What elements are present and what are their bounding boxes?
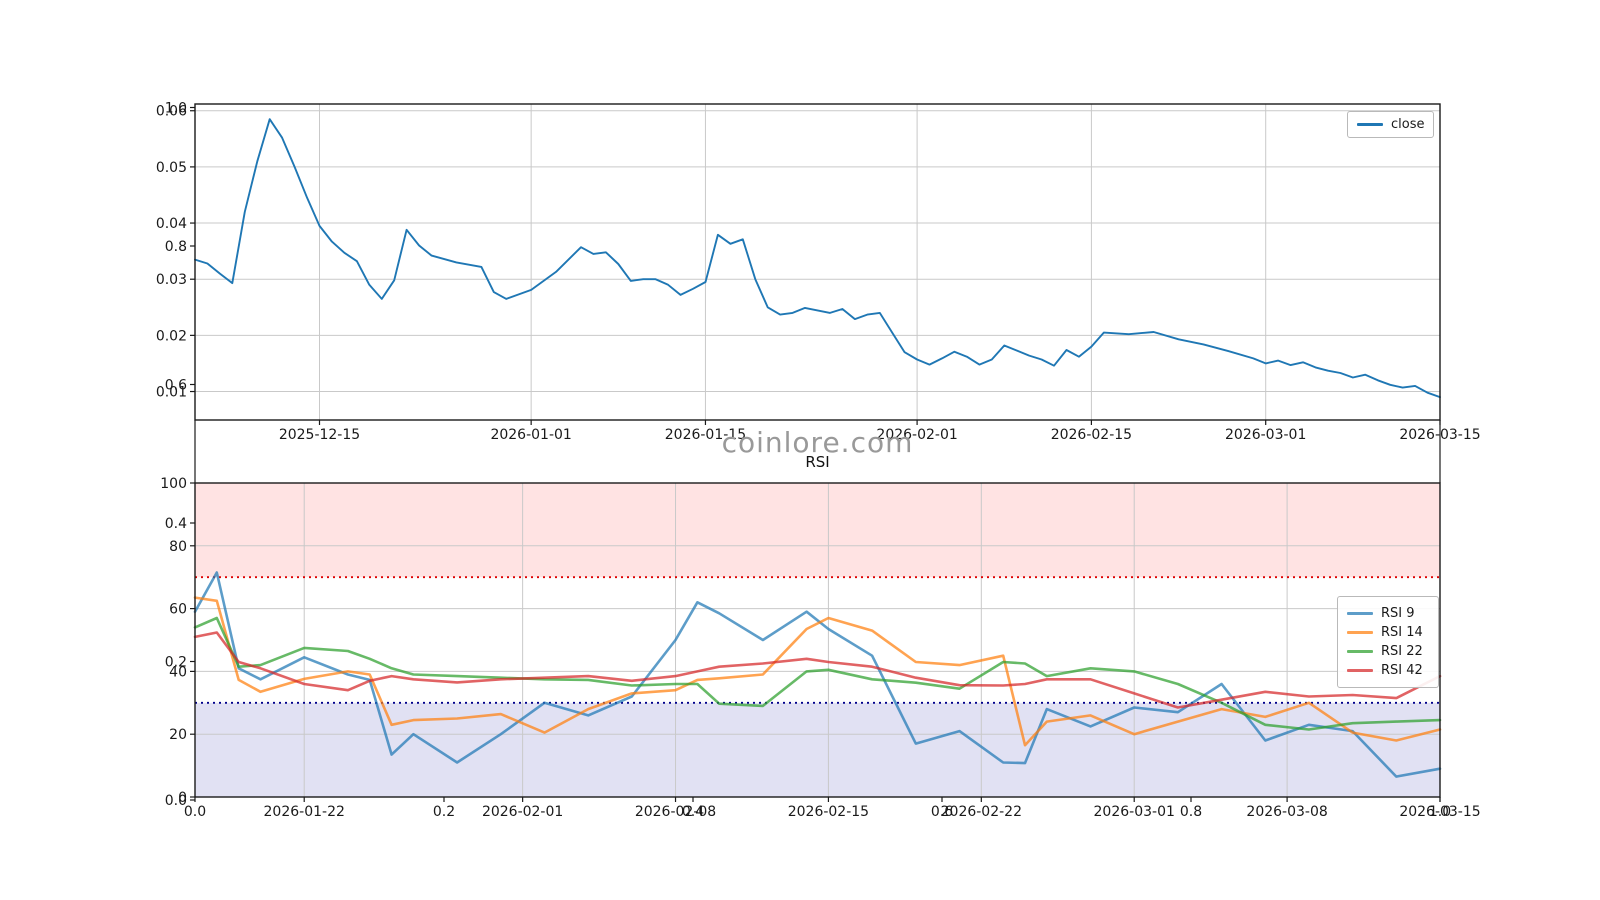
price-ytick-label: 0.04 [156,216,187,232]
overlay-xtick-label: 0.0 [184,804,206,820]
price-axes-frame [194,103,1441,421]
rsi42-series-swatch [1347,669,1373,672]
overlay-ytick-label: 0.2 [165,655,187,671]
rsi22-series-swatch [1347,650,1373,653]
rsi-xtick-label: 2026-03-01 [1094,804,1175,820]
rsi-ytick-label: 0 [178,790,187,806]
rsi-axes-frame [194,482,1441,798]
rsi-xtick-label: 2026-02-22 [941,804,1022,820]
close-line [194,118,1441,399]
price-xtick-label: 2026-02-01 [876,427,957,443]
rsi9-legend-item: RSI 9 [1347,604,1438,623]
overlay-ytick-label: 0.0 [165,793,187,809]
price-xtick-label: 2026-02-15 [1051,427,1132,443]
overbought-band [195,483,1440,578]
rsi-legend: RSI 9 RSI 14 RSI 22 RSI 42 [1337,596,1439,688]
price-xtick-label: 2026-01-15 [665,427,746,443]
rsi22-legend-label: RSI 22 [1381,644,1423,659]
rsi-xtick-label: 2026-01-22 [264,804,345,820]
oversold-band [195,702,1440,797]
rsi-ytick-label: 100 [160,476,187,492]
rsi-xtick-label: 2026-02-15 [788,804,869,820]
overlay-xtick-label: 1.0 [1429,804,1451,820]
rsi-line-rsi9 [193,571,1442,778]
rsi14-legend-item: RSI 14 [1347,623,1438,642]
rsi42-legend-label: RSI 42 [1381,663,1423,678]
overlay-xtick-label: 0.2 [433,804,455,820]
rsi-ytick-label: 80 [169,539,187,555]
rsi9-legend-label: RSI 9 [1381,606,1415,621]
close-legend-label: close [1391,117,1425,132]
price-ytick-label: 0.02 [156,328,187,344]
price-xtick-label: 2025-12-15 [279,427,360,443]
rsi42-legend-item: RSI 42 [1347,661,1438,680]
price-ytick-label: 0.03 [156,272,187,288]
overlay-xtick-label: 0.4 [682,804,704,820]
overlay-ytick-label: 0.4 [165,516,187,532]
price-ytick-label: 0.01 [156,385,187,401]
overlay-xtick-label: 0.6 [931,804,953,820]
rsi-xtick-label: 2026-02-08 [635,804,716,820]
rsi-ytick-label: 40 [169,664,187,680]
watermark: coinlore.com [721,426,914,459]
rsi-xtick-label: 2026-03-15 [1399,804,1480,820]
rsi-line-rsi42 [193,631,1442,709]
close-series-swatch [1357,123,1383,126]
price-legend: close [1347,111,1434,138]
rsi-xtick-label: 2026-02-01 [482,804,563,820]
overlay-ytick-label: 0.8 [165,239,187,255]
rsi9-series-swatch [1347,612,1373,615]
rsi-chart-title: RSI [805,453,830,471]
rsi14-legend-label: RSI 14 [1381,625,1423,640]
overlay-xtick-label: 0.8 [1180,804,1202,820]
price-xtick-label: 2026-01-01 [490,427,571,443]
price-xtick-label: 2026-03-01 [1225,427,1306,443]
rsi14-series-swatch [1347,631,1373,634]
rsi-ytick-label: 60 [169,602,187,618]
overlay-ytick-label: 1.0 [165,101,187,117]
price-ytick-label: 0.06 [156,104,187,120]
rsi-xtick-label: 2026-03-08 [1246,804,1327,820]
rsi-ytick-label: 20 [169,727,187,743]
rsi22-legend-item: RSI 22 [1347,642,1438,661]
price-ytick-label: 0.05 [156,160,187,176]
rsi-line-rsi14 [193,596,1442,747]
overlay-ytick-label: 0.6 [165,378,187,394]
rsi-line-rsi22 [193,616,1442,731]
